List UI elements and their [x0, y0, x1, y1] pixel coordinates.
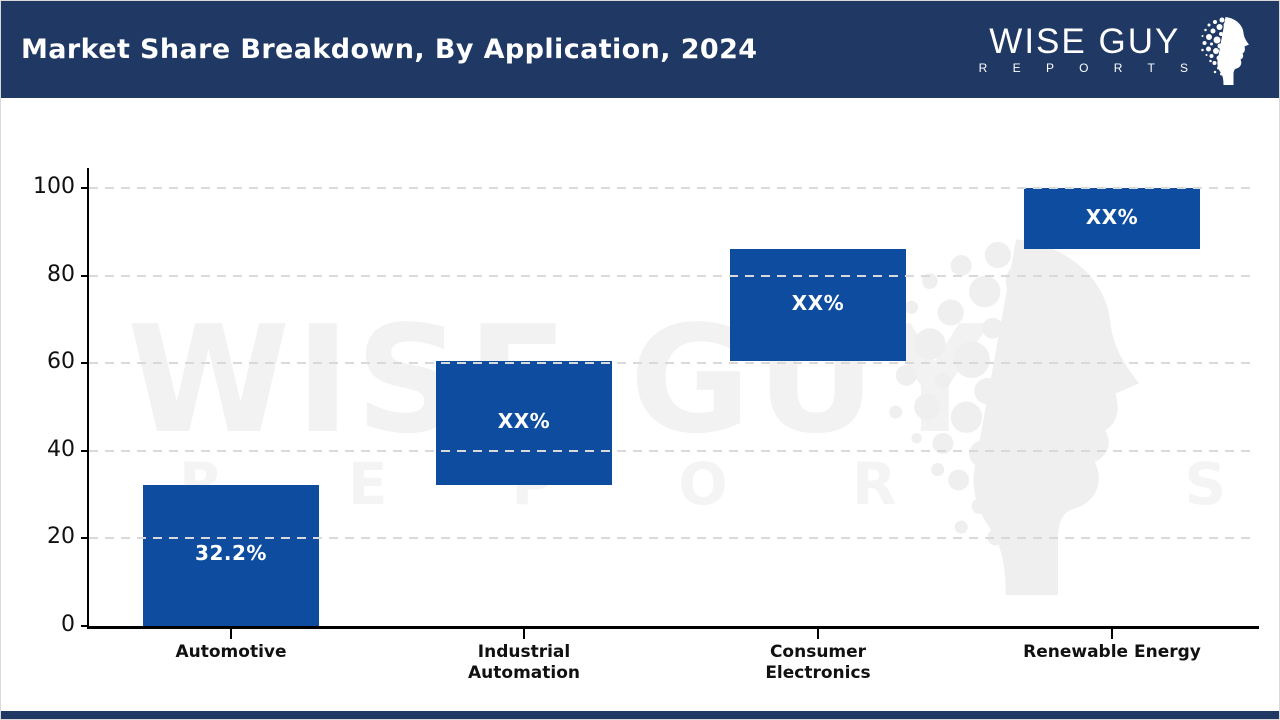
y-tick-mark: [81, 449, 89, 452]
y-tick-label: 60: [47, 349, 75, 375]
bar-segment: [436, 361, 612, 485]
page-title: Market Share Breakdown, By Application, …: [21, 34, 758, 65]
x-tick-mark: [1111, 628, 1113, 639]
gridline: [89, 537, 1257, 540]
x-tick-mark: [230, 628, 232, 639]
gridline: [89, 449, 1257, 452]
y-tick-mark: [81, 537, 89, 540]
x-tick-mark: [817, 628, 819, 639]
y-tick-label: 80: [47, 261, 75, 287]
x-category-label: Renewable Energy: [1023, 642, 1201, 662]
gridline: [89, 187, 1257, 189]
bar-segment: [730, 249, 906, 361]
watermark-head-icon: [889, 239, 1140, 596]
y-tick-mark: [81, 187, 89, 189]
x-axis-line: [87, 626, 1259, 629]
y-tick-label: 0: [61, 612, 75, 637]
bar-value-label: XX%: [791, 291, 845, 316]
bar-segment: [143, 484, 319, 626]
logo-text: WISE GUY R E P O R T S: [971, 22, 1199, 76]
y-tick-mark: [81, 625, 89, 627]
x-category-label: Automotive: [175, 642, 287, 662]
y-axis-line: [87, 168, 89, 629]
bar-segment: [1024, 188, 1200, 250]
x-category-label: Industrial Automation: [468, 642, 580, 683]
wise-guy-reports-logo: WISE GUY R E P O R T S: [971, 15, 1257, 85]
y-tick-mark: [81, 274, 89, 277]
logo-subtitle: R E P O R T S: [978, 61, 1199, 75]
x-category-label: Consumer Electronics: [765, 642, 871, 683]
bar-value-label: 32.2%: [195, 541, 267, 566]
dotted-head-profile-icon: [1201, 16, 1249, 85]
y-tick-mark: [81, 362, 89, 365]
bar-value-label: XX%: [1085, 204, 1139, 229]
y-tick-label: 40: [47, 436, 75, 462]
footer-band: [1, 711, 1279, 719]
y-tick-label: 100: [33, 174, 75, 199]
gridline: [89, 274, 1257, 277]
logo-wordmark: WISE GUY: [989, 22, 1181, 61]
x-tick-mark: [523, 628, 525, 639]
gridline: [89, 362, 1257, 365]
y-tick-label: 20: [47, 524, 75, 550]
header-band: Market Share Breakdown, By Application, …: [1, 1, 1279, 98]
bar-value-label: XX%: [497, 408, 551, 433]
chart-canvas: WISE GUY R E P O R T S 32.2% XX% XX% XX% 0 20…: [1, 98, 1279, 711]
